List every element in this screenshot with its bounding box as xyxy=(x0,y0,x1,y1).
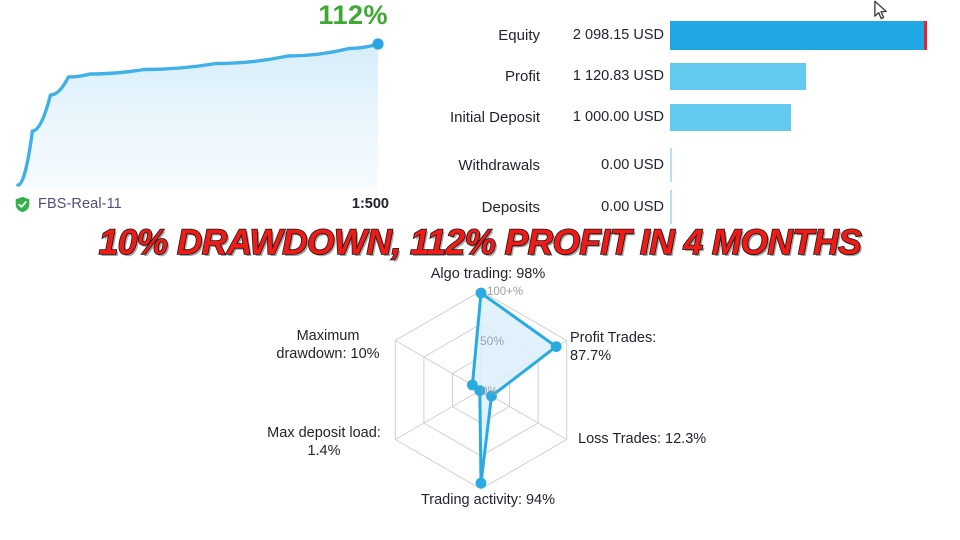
stat-bar xyxy=(670,21,925,50)
radar-ring-label-100: 100+% xyxy=(487,286,523,298)
account-row: FBS-Real-11 1:500 xyxy=(14,193,389,215)
stat-bar xyxy=(670,104,791,131)
stat-value: 1 000.00 USD xyxy=(572,109,664,125)
radar-data-point xyxy=(486,390,497,402)
radar-axis-label-loss-trades: Loss Trades: 12.3% xyxy=(578,431,707,447)
account-name-label: FBS-Real-11 xyxy=(38,196,122,212)
radar-axis-label-algo-trading: Algo trading: 98% xyxy=(430,266,546,282)
radar-ring-label-50: 50% xyxy=(480,334,504,348)
radar-data-point xyxy=(467,379,478,391)
stat-label: Profit xyxy=(504,67,540,85)
radar-axis-label-profit-trades: Profit Trades: 87.7% xyxy=(570,330,657,364)
stat-row: Equity 2 098.15 USD xyxy=(400,18,960,52)
radar-data-point xyxy=(550,341,562,352)
radar-data-point xyxy=(475,477,487,489)
stat-label: Withdrawals xyxy=(458,156,540,174)
equity-area-fill xyxy=(18,44,378,188)
stat-bar-track xyxy=(670,18,960,52)
promo-headline: 10% DRAWDOWN, 112% PROFIT IN 4 MONTHS xyxy=(98,223,862,262)
radar-chart-panel: 100+% 50% 0% Algo trading: 98% Profit Tr… xyxy=(0,262,960,540)
radar-series-points xyxy=(467,287,562,489)
radar-axis-label-trading-activity: Trading activity: 94% xyxy=(420,492,556,508)
stat-bar xyxy=(670,63,806,90)
stat-bar-track xyxy=(670,59,960,93)
radar-spoke xyxy=(395,389,482,440)
stat-value: 1 120.83 USD xyxy=(572,68,664,84)
equity-endpoint-marker xyxy=(372,38,384,50)
stat-row: Initial Deposit 1 000.00 USD xyxy=(400,100,960,134)
radar-axis-label-maximum-drawdown: Maximum drawdown: 10% xyxy=(276,328,380,362)
equity-line xyxy=(16,42,380,187)
stat-value: 2 098.15 USD xyxy=(572,27,664,43)
account-stats-panel: Equity 2 098.15 USD Profit 1 120.83 USD Init… xyxy=(400,0,960,224)
radar-axis-label-max-deposit-load: Max deposit load: 1.4% xyxy=(267,425,381,459)
stat-bar-track xyxy=(670,190,960,224)
equity-percent-label: 112% xyxy=(318,0,388,30)
equity-curve-chart xyxy=(16,38,384,188)
stat-label: Deposits xyxy=(481,198,540,216)
stat-bar xyxy=(670,148,672,182)
stat-row: Withdrawals 0.00 USD xyxy=(400,148,960,182)
stat-bar-end-marker xyxy=(924,21,927,50)
stat-label: Initial Deposit xyxy=(449,108,540,126)
stat-row: Profit 1 120.83 USD xyxy=(400,59,960,93)
stat-bar-track xyxy=(670,148,960,182)
stat-value: 0.00 USD xyxy=(601,199,664,215)
stat-label: Equity xyxy=(498,26,540,44)
radar-data-point xyxy=(475,287,487,299)
stat-bar-track xyxy=(670,100,960,134)
radar-spoke xyxy=(395,340,482,391)
stat-bar xyxy=(670,190,672,224)
leverage-label: 1:500 xyxy=(351,196,389,212)
radar-chart: 100+% 50% 0% xyxy=(394,286,568,490)
stat-value: 0.00 USD xyxy=(601,157,664,173)
equity-curve-panel: 112% FBS-Real-11 1:500 xyxy=(0,0,400,222)
stat-row: Deposits 0.00 USD xyxy=(400,190,960,224)
shield-check-icon xyxy=(15,196,30,212)
mouse-pointer-icon xyxy=(874,0,887,20)
radar-data-point xyxy=(474,385,486,397)
radar-ring-label-0: 0% xyxy=(481,386,498,398)
